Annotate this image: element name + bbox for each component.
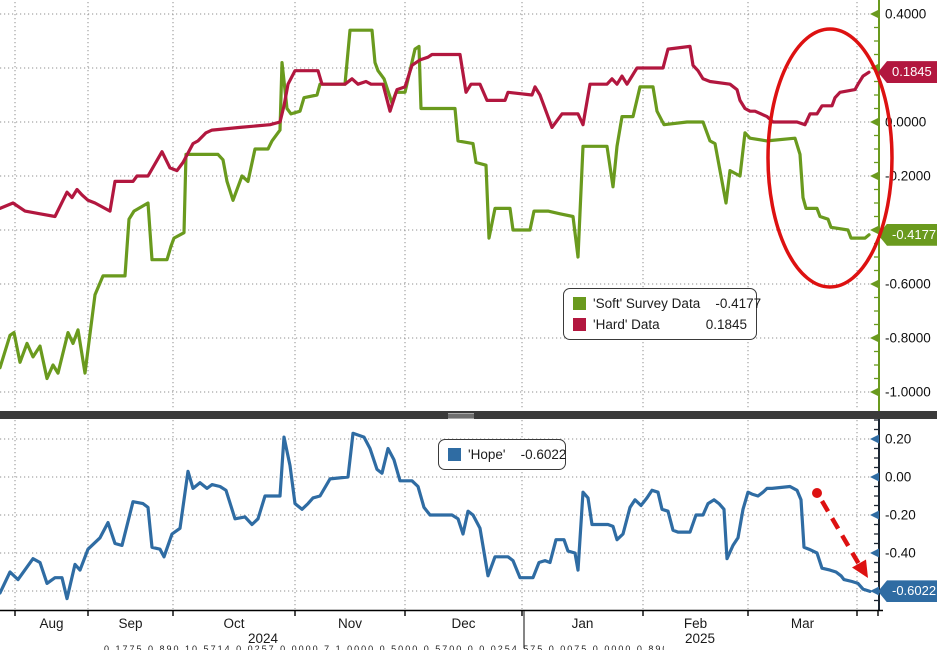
y-axis-tick-label: -0.40 [885, 545, 916, 561]
x-axis-month-label: Jan [571, 616, 594, 631]
legend-label: 'Soft' Survey Data [593, 296, 701, 311]
axis-tick-arrow [870, 9, 879, 19]
axis-tick-arrow [870, 333, 879, 343]
axis-tick-arrow [870, 171, 879, 181]
legend-label: 'Hope' [468, 447, 506, 462]
hard-data-value-badge: 0.1845 [878, 61, 937, 84]
y-axis-tick-label: -0.2000 [885, 168, 931, 184]
legend-value: -0.6022 [520, 447, 567, 462]
axis-tick-arrow [870, 434, 879, 444]
axis-tick-arrow [870, 117, 879, 127]
y-axis-tick-label: 0.0000 [885, 114, 927, 130]
clipped-footer-text: 0.1775 0.890 10.5714 0.0257 0.0000 7 1.0… [104, 644, 664, 650]
separator-drag-handle[interactable] [448, 413, 474, 419]
x-axis-month-label: Nov [337, 616, 363, 631]
legend-value: 0.1845 [705, 317, 747, 332]
legend-label: 'Hard' Data [593, 317, 660, 332]
y-axis-tick-label: 0.4000 [885, 6, 927, 22]
y-axis-tick-label: -0.8000 [885, 330, 931, 346]
x-axis-month-label: Oct [223, 616, 245, 631]
axis-tick-arrow [870, 510, 879, 520]
year-label-2025: 2025 [684, 631, 716, 646]
axis-tick-arrow [870, 63, 879, 73]
soft-data-value-badge: -0.4177 [878, 223, 937, 246]
top-panel-legend[interactable]: 'Soft' Survey Data -0.4177 'Hard' Data 0… [563, 288, 761, 340]
hard-data-swatch-icon [573, 318, 586, 331]
x-axis-month-label: Feb [683, 616, 708, 631]
legend-row-soft: 'Soft' Survey Data -0.4177 [573, 293, 761, 314]
axis-tick-arrow [870, 548, 879, 558]
y-axis-tick-label: -1.0000 [885, 384, 931, 400]
axis-tick-arrow [870, 279, 879, 289]
year-label-2024: 2024 [247, 631, 279, 646]
legend-row-hope: 'Hope' -0.6022 [448, 444, 566, 465]
softsurveydata-line [0, 28, 871, 381]
x-axis-month-label: Dec [451, 616, 476, 631]
axis-tick-arrow [870, 387, 879, 397]
axis-tick-arrow [870, 586, 879, 596]
y-axis-tick-label: -0.20 [885, 507, 916, 523]
hope-swatch-icon [448, 448, 461, 461]
y-axis-tick-label: -0.6000 [885, 276, 931, 292]
panel-separator [0, 411, 937, 419]
hope-value-badge: -0.6022 [878, 580, 937, 603]
hope-line [0, 431, 872, 601]
harddata-line [0, 44, 871, 219]
x-axis-month-label: Mar [790, 616, 815, 631]
axis-tick-arrow [870, 472, 879, 482]
y-axis-tick-label: 0.00 [885, 469, 912, 485]
y-axis-tick-label: 0.20 [885, 431, 912, 447]
x-axis-month-label: Sep [118, 616, 143, 631]
legend-row-hard: 'Hard' Data 0.1845 [573, 314, 747, 335]
soft-data-swatch-icon [573, 297, 586, 310]
x-axis-month-label: Aug [39, 616, 64, 631]
bottom-panel-legend[interactable]: 'Hope' -0.6022 [438, 439, 566, 470]
legend-value: -0.4177 [715, 296, 762, 311]
axis-tick-arrow [870, 225, 879, 235]
